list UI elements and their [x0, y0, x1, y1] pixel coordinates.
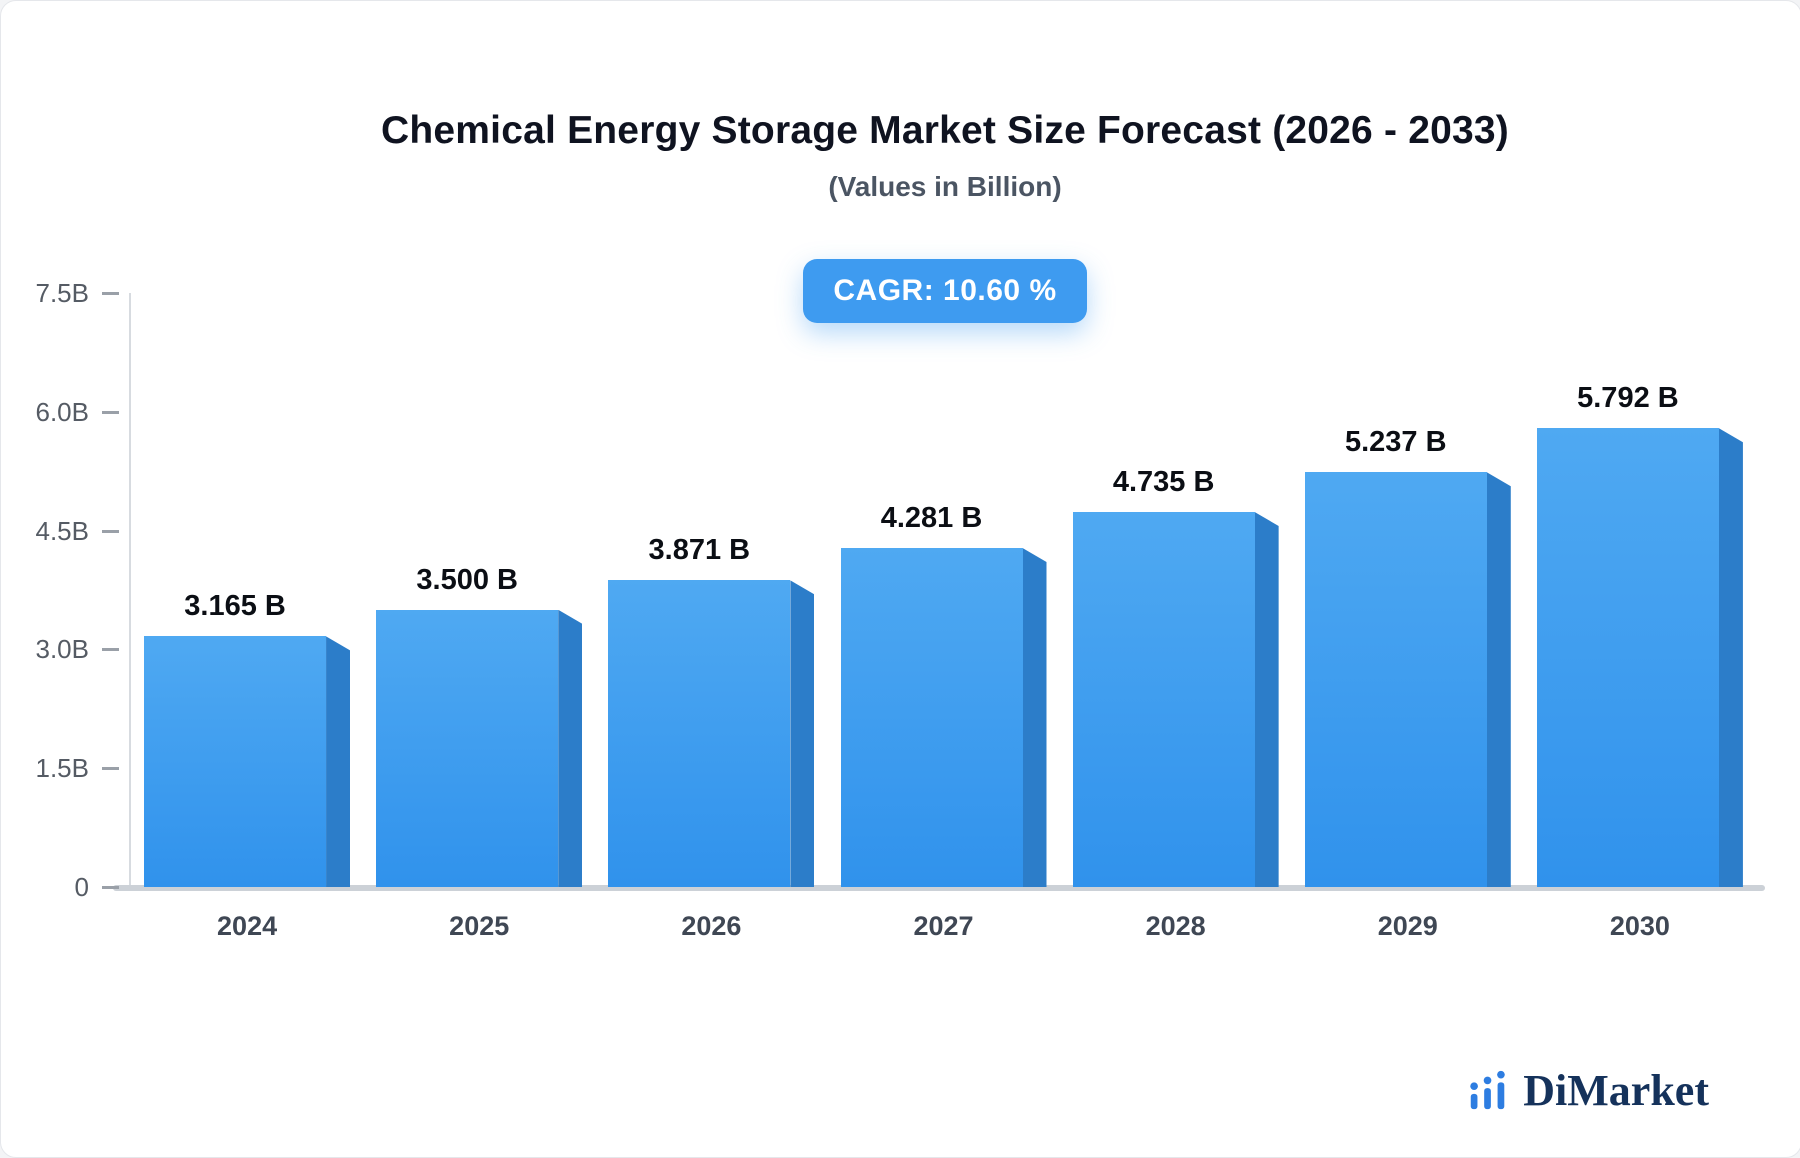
y-axis-tick-label: 6.0B: [35, 396, 90, 427]
bar-side-face: [1022, 547, 1047, 887]
bar-value-label: 5.792 B: [1577, 382, 1679, 415]
x-axis-label: 2029: [1377, 911, 1438, 941]
brand-logo: DiMarket: [1465, 1067, 1709, 1113]
chart-subtitle: (Values in Billion): [828, 171, 1062, 202]
cagr-badge: CAGR: 10.60 %: [803, 259, 1087, 323]
bar-value-label: 3.871 B: [648, 534, 751, 567]
bar-side-face: [1718, 428, 1743, 887]
chart-header: Chemical Energy Storage Market Size Fore…: [131, 109, 1759, 203]
cagr-badge-row: CAGR: 10.60 %: [131, 259, 1759, 323]
bar-side-face: [790, 580, 815, 887]
y-axis-tick-mark: [102, 648, 119, 652]
x-axis-line: [113, 885, 1765, 891]
x-axis-label: 2025: [449, 911, 510, 941]
bar-side-face: [558, 609, 583, 887]
y-axis-tick-mark: [102, 886, 119, 889]
brand-name: DiMarket: [1523, 1066, 1709, 1115]
bar-value-label: 5.237 B: [1344, 426, 1447, 459]
y-axis-tick-label: 7.5B: [35, 278, 90, 308]
chart-title: Chemical Energy Storage Market Size Fore…: [381, 109, 1509, 152]
y-axis-tick-mark: [102, 529, 119, 533]
x-axis-label: 2024: [217, 911, 278, 941]
y-axis-tick-mark: [102, 410, 119, 414]
bar-value-label: 4.735 B: [1112, 465, 1215, 498]
y-axis-tick-mark: [102, 767, 119, 771]
bar-value-label: 3.500 B: [416, 563, 518, 596]
y-axis-tick-label: 3.0B: [35, 634, 90, 665]
y-axis-tick-label: 0: [74, 872, 89, 902]
x-axis-label: 2028: [1145, 911, 1206, 941]
bar: [376, 609, 559, 887]
bar: [1536, 428, 1719, 887]
bar-value-label: 4.281 B: [880, 501, 983, 534]
y-axis-line: [129, 293, 131, 889]
bar: [608, 580, 791, 887]
bar: [144, 636, 327, 887]
bar-side-face: [1486, 472, 1511, 887]
bar: [1072, 511, 1255, 887]
bar: [1304, 472, 1487, 887]
x-axis-label: 2027: [913, 911, 974, 941]
y-axis-tick-mark: [102, 292, 119, 295]
bar-chart-logo-icon: [1470, 1070, 1506, 1110]
bar-value-label: 3.165 B: [184, 590, 286, 623]
bar-side-face: [326, 636, 351, 887]
x-axis-label: 2026: [681, 911, 742, 941]
bar-side-face: [1254, 511, 1279, 887]
y-axis-tick-label: 4.5B: [35, 515, 90, 546]
y-axis-tick-label: 1.5B: [35, 753, 90, 784]
bar: [840, 547, 1023, 887]
x-axis-label: 2030: [1609, 911, 1670, 941]
